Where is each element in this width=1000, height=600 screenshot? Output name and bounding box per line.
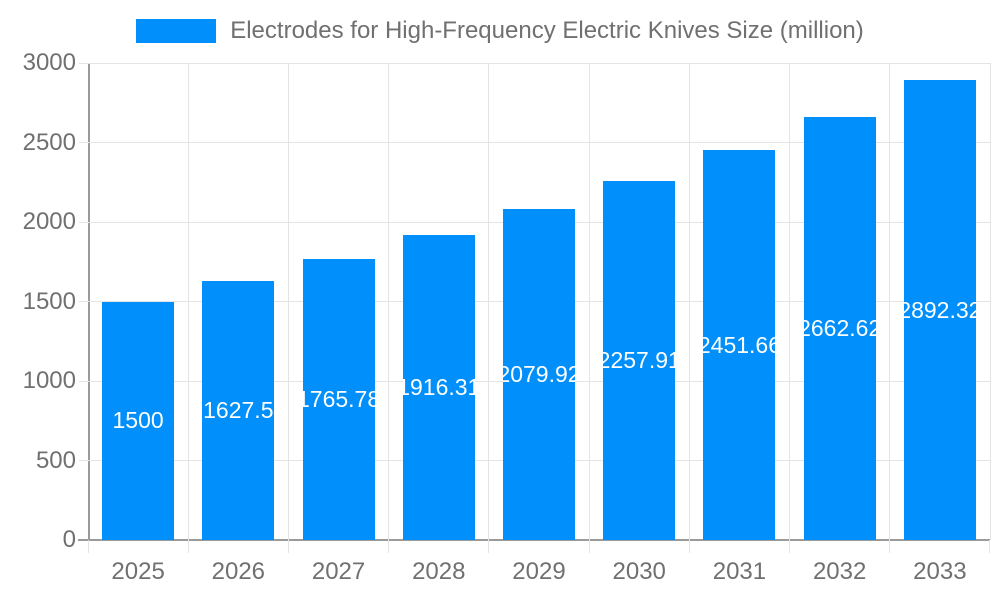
bar-value-label: 2451.66	[703, 331, 776, 358]
grid-line-vertical	[989, 63, 991, 540]
x-tick-label: 2031	[712, 558, 767, 585]
bar: 2451.66	[703, 150, 776, 540]
x-tick-label: 2028	[412, 558, 466, 585]
plot-area: 1500 1627.5 1765.78 1916.31 2079.92 2257.91 24…	[78, 62, 991, 553]
x-tick-mark	[588, 540, 590, 553]
x-tick-mark	[388, 540, 390, 553]
grid-line-horizontal	[79, 142, 990, 143]
bar: 2257.91	[603, 181, 676, 540]
y-tick-label: 3000	[22, 49, 76, 76]
legend-label: Electrodes for High-Frequency Electric K…	[230, 17, 864, 44]
chart-legend-item[interactable]: Electrodes for High-Frequency Electric K…	[0, 14, 1000, 48]
x-tick-label: 2025	[111, 558, 165, 585]
y-axis-labels: 0 500 1000 1500 2000 2500 3000	[0, 49, 76, 553]
y-tick-label: 2000	[22, 208, 76, 235]
grid-line-vertical	[187, 63, 189, 540]
bar-value-label: 1627.5	[203, 397, 274, 424]
legend-swatch-icon	[136, 19, 217, 43]
grid-line-horizontal	[79, 62, 990, 64]
bar-value-label: 1916.31	[402, 374, 475, 401]
bar: 1765.78	[302, 259, 375, 540]
x-tick-label: 2033	[913, 558, 967, 585]
bar: 1916.31	[402, 235, 475, 540]
bar-value-label: 1500	[112, 407, 164, 434]
x-tick-mark	[889, 540, 891, 553]
grid-line-vertical	[789, 63, 791, 540]
grid-line-vertical	[588, 63, 590, 540]
x-tick-label: 2029	[512, 558, 566, 585]
x-axis-labels: 2025 2026 2027 2028 2029 2030 2031 2032 2033	[88, 558, 990, 590]
grid-line-vertical	[688, 63, 690, 540]
grid-line-vertical	[488, 63, 490, 540]
x-axis-line	[78, 539, 990, 541]
bar: 1627.5	[202, 281, 275, 540]
y-tick-label: 500	[35, 446, 76, 474]
bar-value-label: 2662.62	[803, 314, 876, 341]
grid-line-vertical	[388, 63, 390, 540]
x-tick-label: 2030	[612, 558, 666, 585]
x-tick-mark	[488, 540, 490, 553]
y-tick-label: 0	[62, 526, 76, 553]
x-tick-mark	[988, 540, 990, 553]
x-tick-mark	[688, 540, 690, 553]
bar-value-label: 2257.91	[603, 347, 676, 373]
bar-value-label: 2892.32	[903, 296, 976, 323]
bar: 2079.92	[503, 209, 575, 540]
x-tick-label: 2026	[211, 558, 266, 585]
x-tick-mark	[789, 540, 791, 553]
y-tick-label: 2500	[22, 128, 76, 156]
bar-value-label: 2079.92	[503, 361, 575, 388]
y-tick-label: 1000	[22, 367, 76, 394]
x-tick-mark	[287, 540, 289, 553]
x-tick-label: 2027	[311, 558, 366, 585]
bar-value-label: 1765.78	[302, 386, 375, 413]
x-tick-mark	[187, 540, 189, 553]
grid-line-vertical	[287, 63, 289, 540]
y-tick-label: 1500	[22, 287, 76, 315]
bar: 2892.32	[903, 80, 976, 540]
x-tick-label: 2032	[812, 558, 867, 585]
x-tick-mark	[87, 540, 89, 553]
bar: 1500	[102, 301, 175, 540]
bar: 2662.62	[803, 116, 876, 540]
grid-line-vertical	[889, 63, 891, 540]
